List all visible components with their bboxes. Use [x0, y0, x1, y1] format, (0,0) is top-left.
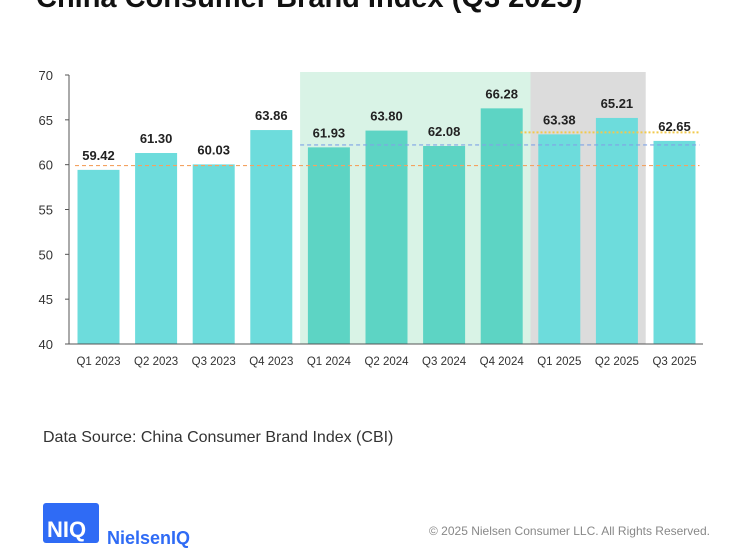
y-tick-label: 40	[39, 337, 53, 352]
bar	[480, 108, 523, 344]
bar	[250, 130, 293, 344]
y-tick-label: 65	[39, 113, 53, 128]
data-label: 65.21	[601, 96, 634, 111]
y-tick-label: 60	[39, 158, 53, 173]
x-tick-label: Q4 2023	[249, 356, 293, 368]
data-label: 66.28	[485, 86, 518, 101]
x-tick-label: Q3 2025	[652, 356, 696, 368]
data-label: 63.86	[255, 108, 288, 123]
bar	[423, 146, 466, 344]
niq-logo: NIQ NielsenIQ	[43, 503, 190, 548]
copyright: © 2025 Nielsen Consumer LLC. All Rights …	[429, 524, 710, 538]
y-tick-label: 45	[39, 292, 53, 307]
bar	[77, 169, 120, 344]
y-tick-label: 50	[39, 247, 53, 262]
data-label: 62.65	[658, 119, 691, 134]
page-title: China Consumer Brand Index (Q3 2025)	[36, 0, 582, 15]
bar-chart: 59.42 Q1 2023 61.30 Q2 2023 60.03 Q3 2023 63.8…	[39, 68, 703, 368]
x-tick-label: Q3 2023	[192, 356, 236, 368]
logo-name: NielsenIQ	[107, 528, 191, 548]
x-tick-label: Q1 2023	[76, 356, 120, 368]
bar	[538, 134, 581, 344]
x-tick-label: Q3 2024	[422, 356, 467, 368]
x-tick-label: Q4 2024	[480, 356, 525, 368]
bar	[595, 117, 638, 344]
bar	[192, 164, 235, 344]
bar	[135, 153, 178, 344]
x-tick-label: Q2 2025	[595, 356, 639, 368]
data-label: 62.08	[428, 124, 461, 139]
y-tick-label: 70	[39, 68, 53, 83]
y-tick-label: 55	[39, 203, 53, 218]
logo-mark: NIQ	[43, 503, 99, 543]
bar	[653, 140, 696, 344]
data-label: 63.80	[370, 109, 403, 124]
bar	[365, 130, 408, 344]
data-label: 60.03	[197, 142, 230, 157]
data-label: 63.38	[543, 112, 576, 127]
x-tick-label: Q2 2024	[364, 356, 409, 368]
data-label: 61.30	[140, 131, 173, 146]
bar	[307, 147, 350, 344]
x-tick-label: Q1 2024	[307, 356, 352, 368]
data-source: Data Source: China Consumer Brand Index …	[43, 429, 394, 446]
x-tick-label: Q2 2023	[134, 356, 178, 368]
data-label: 61.93	[313, 125, 346, 140]
x-tick-label: Q1 2025	[537, 356, 581, 368]
data-label: 59.42	[82, 148, 115, 163]
